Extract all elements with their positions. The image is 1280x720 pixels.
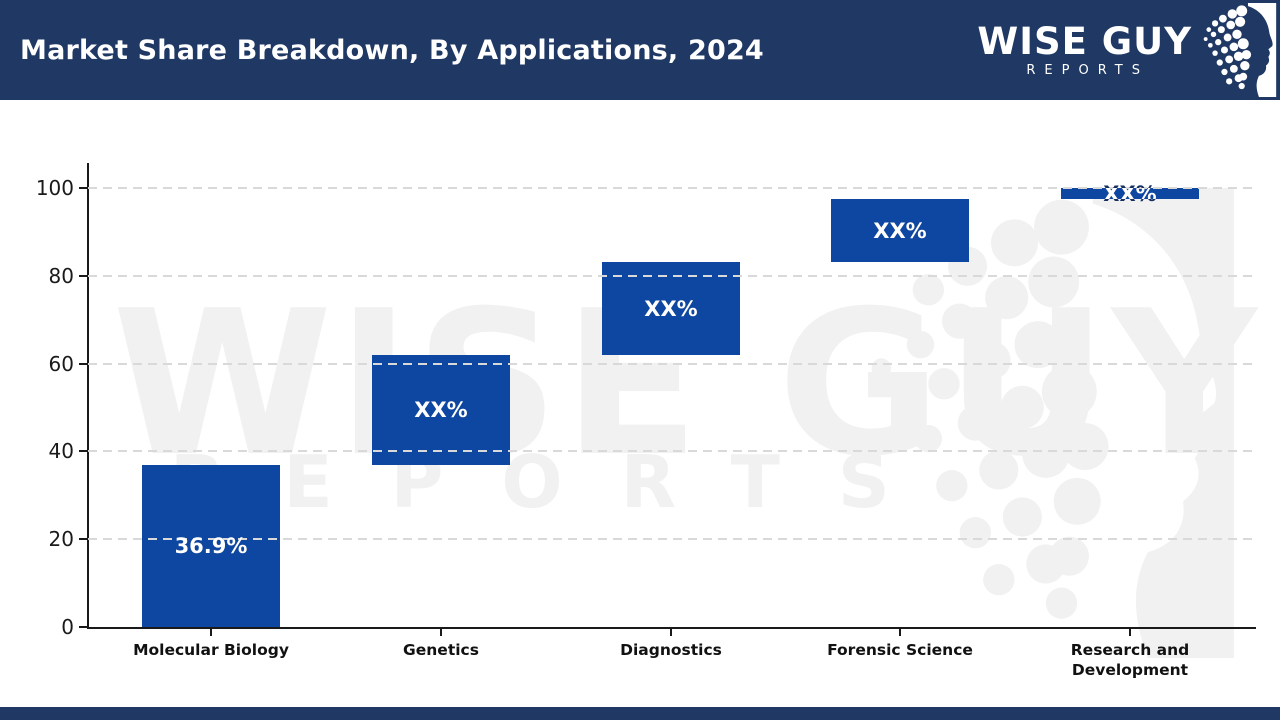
gridline-40 [88,450,1256,453]
gridline-100 [88,187,1256,189]
bar-value-label-clip: XX% [602,262,740,355]
logo-wordmark: WISE GUY [977,19,1192,63]
y-tick-40 [79,450,87,453]
chart-area: WISE GUY REPORTS 0 20 40 60 80 100 36.9% 36.9% X… [0,100,1280,707]
dotted-head-icon [1196,3,1278,97]
x-tick-3 [670,629,672,636]
bar-value-label-clip: 36.9% [142,465,280,627]
y-tick-label-20: 20 [48,527,74,552]
bar-value-label-dark: XX% [1103,181,1157,206]
watermark-subtitle: REPORTS [170,440,948,524]
x-tick-2 [440,629,442,636]
bar-value-label: XX% [1061,188,1199,199]
logo-subtitle: REPORTS [1026,62,1149,78]
bar-2 [372,355,510,465]
x-tick-5 [1129,629,1131,636]
bar-3 [602,262,740,356]
logo-text: WISE GUY REPORTS [977,23,1192,78]
bar-value-label: 36.9% [174,533,248,558]
x-tick-4 [899,629,901,636]
y-tick-label-40: 40 [48,439,74,464]
bar-1 [142,465,280,627]
gridline-60 [88,362,1256,365]
bar-value-label: XX% [644,296,698,321]
bar-value-label-clip: XX% [372,355,510,465]
y-tick-label-0: 0 [61,615,74,639]
x-category-label: Diagnostics [620,641,722,659]
x-category-label: Genetics [403,641,479,659]
y-tick-label-60: 60 [48,351,74,376]
footer-bar [0,707,1280,720]
page-title: Market Share Breakdown, By Applications,… [20,34,764,66]
gridline-20 [88,538,1256,541]
x-category-label: Research and Development [1070,641,1190,680]
y-tick-20 [79,538,87,541]
y-tick-100 [79,187,87,189]
y-tick-label-80: 80 [48,263,74,288]
y-tick-0 [79,626,87,628]
wise-guy-reports-logo: WISE GUY REPORTS [977,3,1280,97]
header-bar: Market Share Breakdown, By Applications,… [0,0,1280,100]
bar-value-label-dark: XX% [644,296,698,321]
bar-value-label: XX% [873,218,927,243]
y-tick-label-100: 100 [35,176,74,200]
bar-value-label-dark: XX% [873,218,927,243]
y-axis-line [87,163,89,629]
gridline-80 [88,274,1256,277]
x-category-label: Molecular Biology [133,641,289,659]
y-tick-60 [79,362,87,365]
bar-value-label-dark: XX% [414,398,468,423]
bar-value-label: XX% [414,398,468,423]
x-axis-line [87,627,1256,629]
bar-value-label-clip: XX% [1061,188,1199,199]
x-category-label: Forensic Science [827,641,973,659]
bar-value-label-dark: 36.9% [174,534,248,558]
bar-value-label-clip: XX% [831,199,969,262]
bar-5 [1061,188,1199,200]
bar-4 [831,199,969,263]
y-tick-80 [79,274,87,277]
x-tick-1 [210,629,212,636]
